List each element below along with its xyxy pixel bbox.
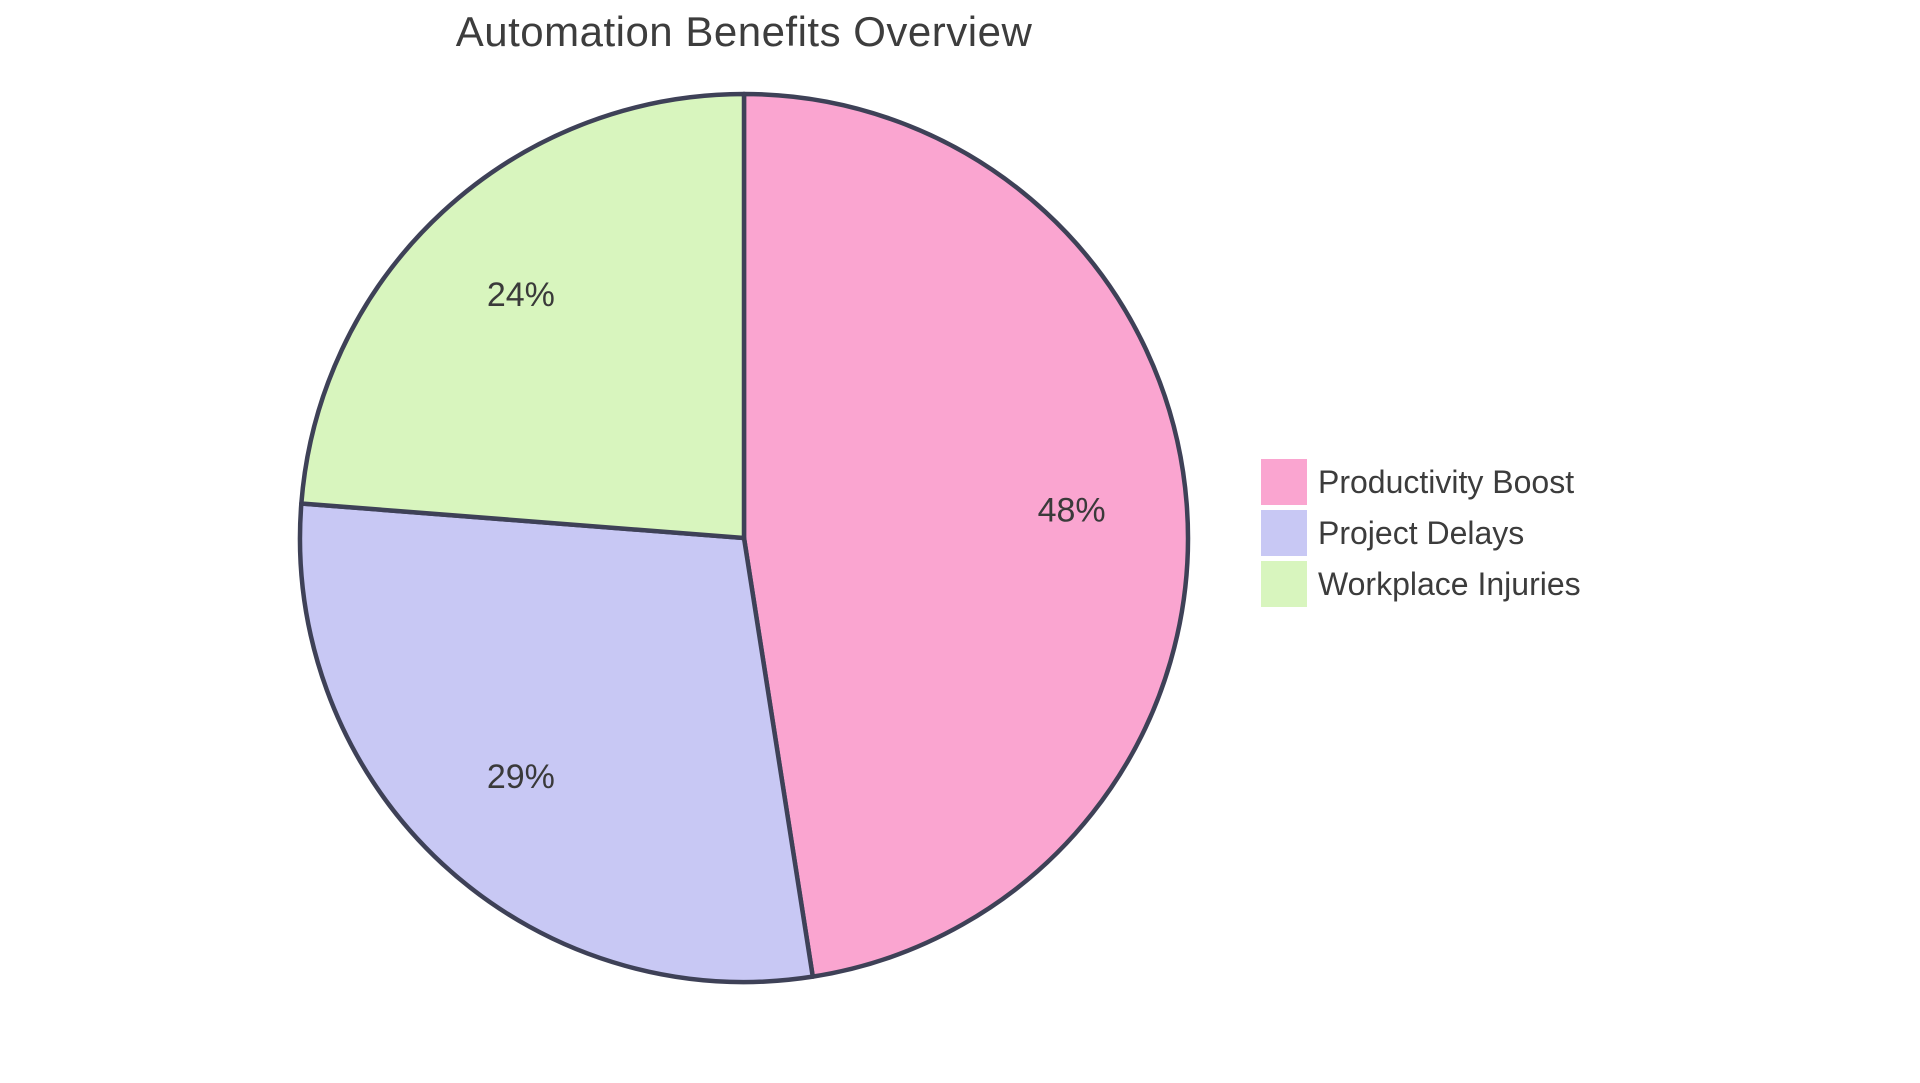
legend-item-productivity-boost: Productivity Boost bbox=[1261, 459, 1581, 505]
pie-slice-workplace-injuries bbox=[299, 91, 747, 541]
legend-label: Workplace Injuries bbox=[1318, 565, 1581, 602]
slice-percent-label-productivity-boost: 48% bbox=[1038, 491, 1106, 529]
slice-percent-label-project-delays: 29% bbox=[487, 758, 555, 796]
legend-swatch bbox=[1261, 510, 1307, 556]
slice-percent-label-workplace-injuries: 24% bbox=[487, 276, 555, 314]
pie-slice-project-delays bbox=[297, 501, 816, 985]
pie-slice-productivity-boost bbox=[741, 91, 1191, 979]
legend-item-project-delays: Project Delays bbox=[1261, 510, 1581, 556]
legend-label: Project Delays bbox=[1318, 514, 1525, 551]
chart-title: Automation Benefits Overview bbox=[455, 8, 1033, 55]
legend-label: Productivity Boost bbox=[1318, 463, 1575, 500]
legend-swatch bbox=[1261, 561, 1307, 607]
legend-item-workplace-injuries: Workplace Injuries bbox=[1261, 561, 1581, 607]
legend-swatch bbox=[1261, 459, 1307, 505]
legend: Productivity Boost Project Delays Workplac… bbox=[1261, 459, 1581, 607]
